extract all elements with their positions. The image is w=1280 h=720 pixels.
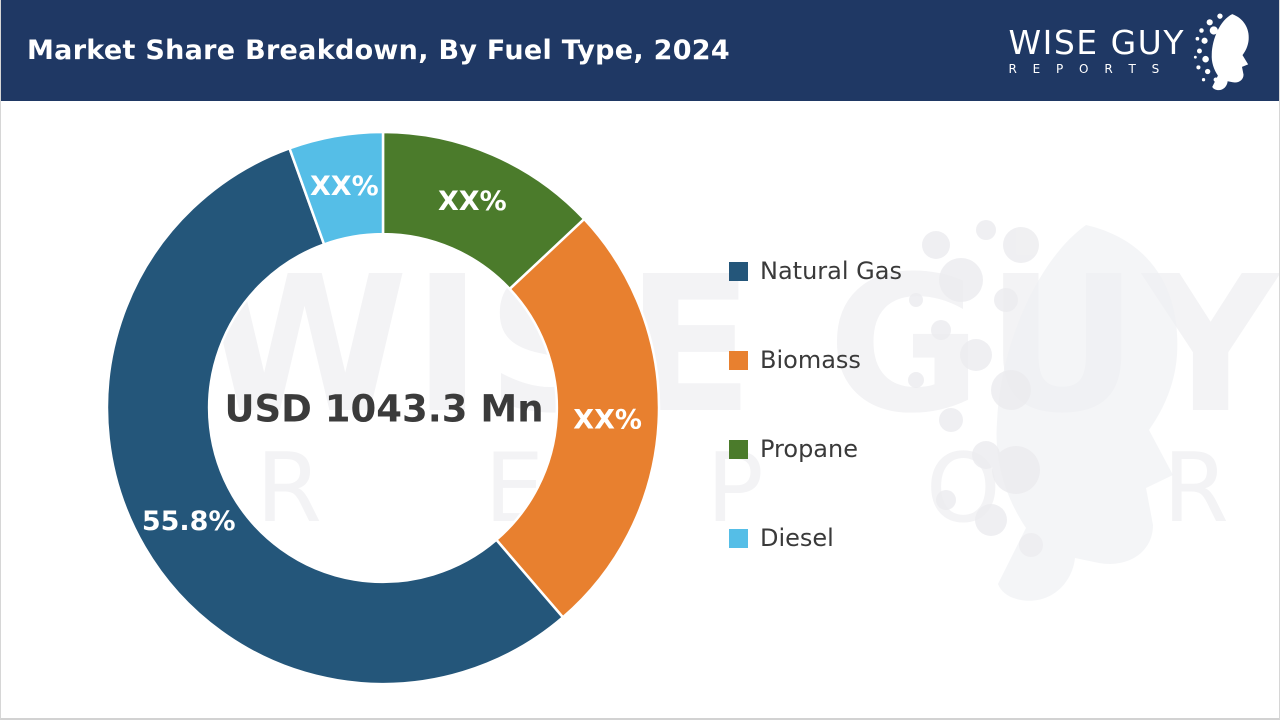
legend-item-diesel: Diesel	[729, 524, 902, 552]
legend-label-propane: Propane	[760, 435, 858, 463]
slice-value-label-diesel: XX%	[310, 171, 379, 202]
legend-label-biomass: Biomass	[760, 346, 861, 374]
wiseguy-logo: WISE GUY R E P O R T S	[1008, 10, 1255, 92]
donut-chart: XX% XX% 55.8% XX%	[105, 130, 661, 686]
legend-swatch-diesel	[729, 528, 748, 548]
slice-value-label-biomass: XX%	[573, 405, 642, 436]
donut-slice-natural-gas	[105, 147, 565, 686]
header-bar: Market Share Breakdown, By Fuel Type, 20…	[1, 0, 1279, 101]
slice-value-label-propane: XX%	[438, 186, 507, 217]
legend-swatch-propane	[729, 439, 748, 459]
wiseguy-face-icon	[1193, 12, 1249, 90]
donut-slice-diesel	[288, 130, 385, 246]
slice-value-label-natural-gas: 55.8%	[142, 506, 236, 537]
legend-item-natural-gas: Natural Gas	[729, 257, 902, 285]
watermark-face-icon	[908, 220, 1178, 601]
legend-item-biomass: Biomass	[729, 346, 902, 374]
logo-name: WISE GUY	[1008, 23, 1185, 62]
legend-swatch-biomass	[729, 350, 748, 370]
logo-text: WISE GUY R E P O R T S	[1008, 26, 1185, 75]
donut-slice-biomass	[495, 217, 661, 619]
page-title: Market Share Breakdown, By Fuel Type, 20…	[27, 35, 730, 66]
legend-label-natural-gas: Natural Gas	[760, 257, 902, 285]
legend-label-diesel: Diesel	[760, 524, 834, 552]
legend-item-propane: Propane	[729, 435, 902, 463]
logo-subtitle: R E P O R T S	[1008, 62, 1166, 76]
legend-swatch-natural-gas	[729, 261, 748, 281]
chart-center-value: USD 1043.3 Mn	[224, 387, 544, 431]
chart-legend: Natural Gas Biomass Propane Diesel	[729, 257, 902, 552]
